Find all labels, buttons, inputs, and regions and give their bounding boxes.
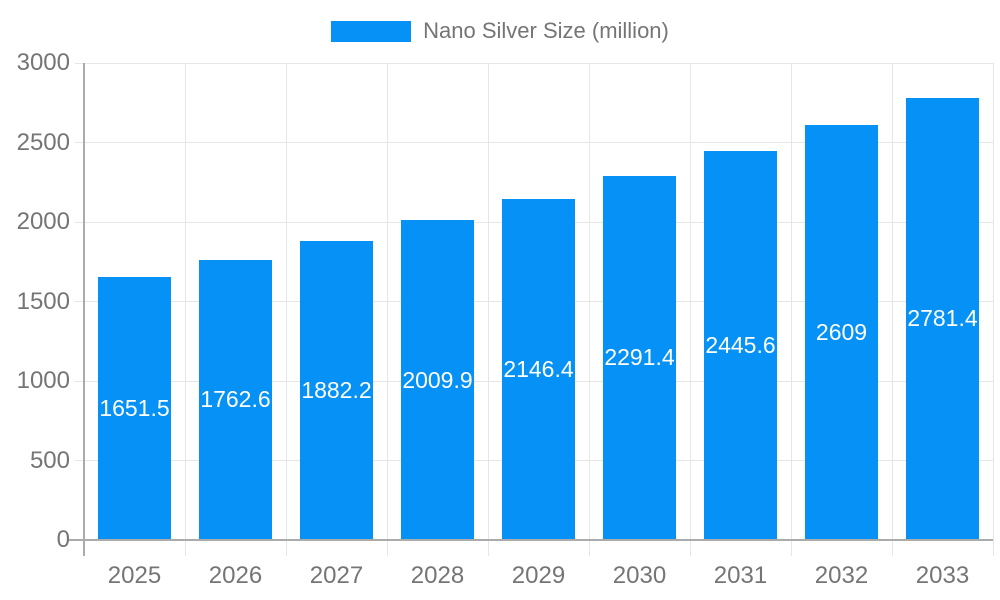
y-axis-tick-label: 1000 (16, 367, 70, 394)
y-axis-tick-label: 3000 (16, 49, 70, 76)
bar-value-label: 1762.6 (200, 386, 271, 413)
bar (703, 151, 777, 540)
legend: Nano Silver Size (million) (0, 17, 1000, 45)
bar (400, 220, 474, 540)
x-gridline (588, 63, 590, 556)
bar-value-label: 1882.2 (301, 376, 372, 403)
bar-value-label: 2146.4 (503, 355, 574, 382)
legend-label: Nano Silver Size (million) (423, 18, 669, 43)
x-axis-tick-label: 2032 (814, 562, 869, 589)
y-gridline (75, 142, 993, 143)
bar-value-label: 1651.5 (99, 395, 170, 422)
y-axis-tick-label: 500 (29, 446, 70, 474)
x-axis-tick-label: 2027 (309, 562, 364, 589)
y-axis-tick-label: 2500 (16, 128, 70, 156)
bar-value-label: 2609 (815, 319, 868, 346)
x-axis-tick-label: 2026 (208, 562, 263, 589)
x-gridline (891, 63, 893, 556)
plot-area: 0 500 1000 1500 2000 2500 3000 1651.5 2025 1762.6… (17, 49, 994, 589)
x-gridline (386, 63, 388, 556)
x-gridline (487, 63, 489, 556)
x-gridline (285, 63, 287, 556)
bar-value-label: 2009.9 (402, 366, 473, 393)
x-axis-tick-label: 2028 (410, 562, 465, 589)
x-axis-tick-label: 2025 (107, 562, 162, 589)
x-axis-tick-label: 2033 (915, 562, 970, 589)
x-axis-tick-label: 2029 (511, 562, 566, 589)
y-axis-tick-label: 0 (56, 526, 70, 553)
x-gridline (992, 63, 994, 556)
bar (198, 259, 272, 540)
x-axis-tick-label: 2030 (612, 562, 667, 589)
bar (905, 97, 979, 540)
bar (602, 175, 676, 540)
legend-swatch (331, 20, 412, 42)
x-axis-line (69, 539, 993, 541)
bar (299, 240, 373, 540)
bar-value-label: 2291.4 (604, 344, 675, 371)
bar (501, 198, 575, 540)
x-gridline (184, 63, 186, 556)
y-axis-tick-label: 1500 (16, 287, 70, 315)
bar-value-label: 2781.4 (907, 305, 978, 332)
bar (97, 277, 171, 540)
x-axis-tick-label: 2031 (713, 562, 768, 589)
bar (804, 125, 878, 540)
y-gridline (75, 62, 993, 64)
x-gridline (689, 63, 691, 556)
y-axis-line (83, 63, 85, 556)
y-axis-tick-label: 2000 (16, 208, 70, 235)
bar-value-label: 2445.6 (705, 332, 776, 359)
x-gridline (790, 63, 792, 556)
